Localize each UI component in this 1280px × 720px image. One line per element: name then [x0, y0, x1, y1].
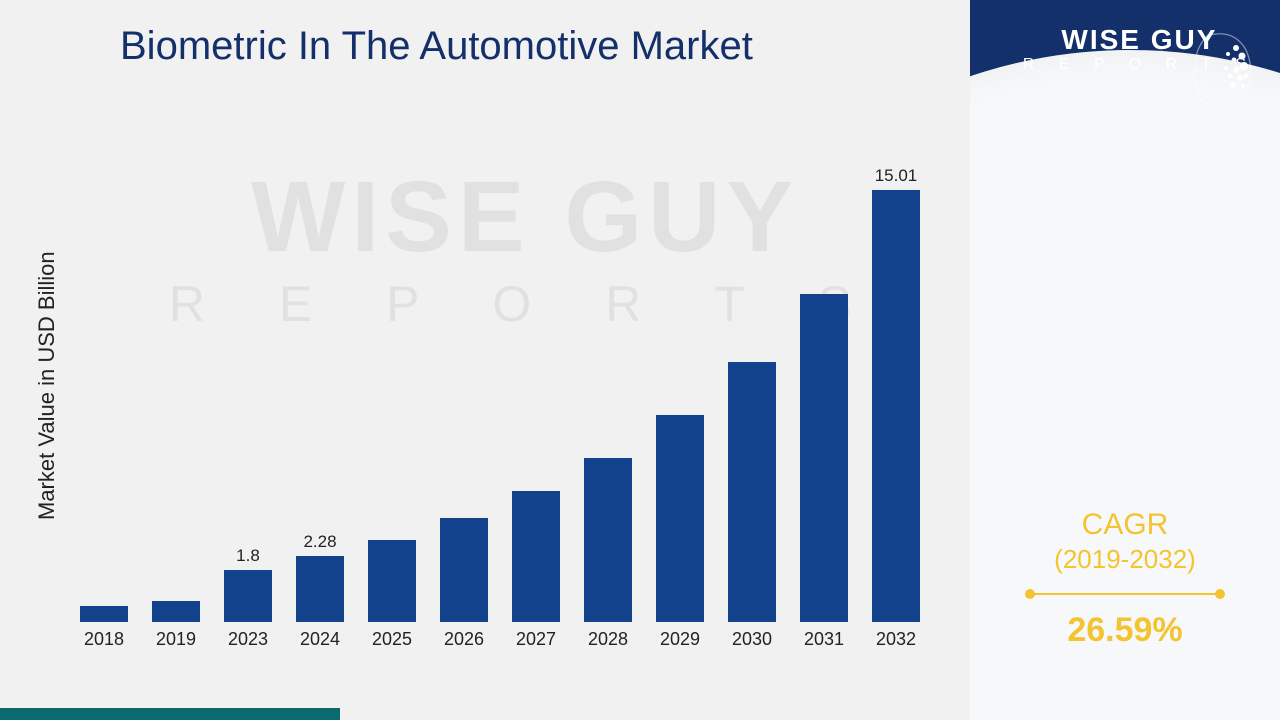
- bar: [440, 518, 488, 622]
- bottom-accent-strip: [0, 708, 340, 720]
- page: Biometric In The Automotive Market WISE …: [0, 0, 1280, 720]
- bar: [656, 415, 704, 622]
- bar: [296, 556, 344, 622]
- bar-slot: 2028: [584, 434, 632, 622]
- bar: [728, 362, 776, 622]
- bar: [80, 606, 128, 622]
- bar-slot: 2025: [368, 516, 416, 623]
- bar-category-label: 2018: [76, 629, 132, 650]
- cagr-block: CAGR (2019-2032) 26.59%: [1000, 508, 1250, 650]
- y-axis-label: Market Value in USD Billion: [34, 251, 60, 520]
- bar-value-label: 15.01: [875, 166, 918, 186]
- bar-slot: 2018: [80, 582, 128, 622]
- bar-category-label: 2029: [652, 629, 708, 650]
- bar-slot: 1.82023: [224, 546, 272, 622]
- brand-head-icon: [1188, 30, 1258, 110]
- bar: [584, 458, 632, 622]
- chart-area: Biometric In The Automotive Market WISE …: [0, 0, 970, 720]
- bar-slot: 2031: [800, 270, 848, 622]
- bar-slot: 2027: [512, 467, 560, 622]
- cagr-label: CAGR: [1000, 508, 1250, 542]
- bar-slot: 2030: [728, 338, 776, 622]
- bar-slot: 2019: [152, 577, 200, 622]
- bar: [512, 491, 560, 622]
- bar: [800, 294, 848, 622]
- bar-value-label: 1.8: [236, 546, 260, 566]
- bar-slot: 2.282024: [296, 532, 344, 622]
- bar-category-label: 2025: [364, 629, 420, 650]
- bar-category-label: 2023: [220, 629, 276, 650]
- cagr-divider: [1030, 593, 1220, 595]
- bar: [224, 570, 272, 622]
- bar-category-label: 2032: [868, 629, 924, 650]
- brand-logo: WISE GUY R E P O R T S: [1023, 24, 1256, 74]
- cagr-value: 26.59%: [1000, 611, 1250, 650]
- bar-category-label: 2031: [796, 629, 852, 650]
- bar-value-label: 2.28: [303, 532, 336, 552]
- cagr-years: (2019-2032): [1000, 544, 1250, 575]
- bar: [872, 190, 920, 622]
- chart-title: Biometric In The Automotive Market: [120, 24, 753, 69]
- bar: [368, 540, 416, 623]
- bar-slot: 2026: [440, 494, 488, 622]
- bar-container: 2018 2019 1.82023 2.282024 2025 2026 2027 2028 2…: [80, 142, 950, 622]
- bar-category-label: 2026: [436, 629, 492, 650]
- bar-category-label: 2027: [508, 629, 564, 650]
- bar-slot: 15.012032: [872, 166, 920, 622]
- bar-category-label: 2019: [148, 629, 204, 650]
- bar: [152, 601, 200, 622]
- bar-category-label: 2024: [292, 629, 348, 650]
- bar-category-label: 2030: [724, 629, 780, 650]
- bar-slot: 2029: [656, 391, 704, 622]
- bar-category-label: 2028: [580, 629, 636, 650]
